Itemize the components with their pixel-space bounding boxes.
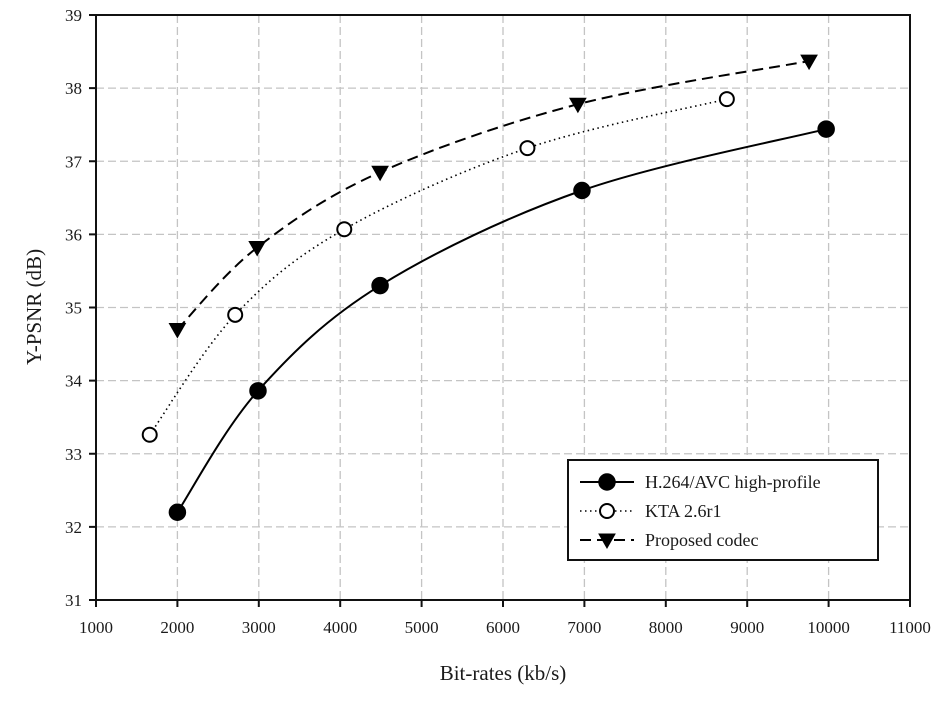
y-tick-label: 34 [65,372,83,391]
data-point-marker [718,91,735,108]
series-line [176,128,827,513]
series-line [149,98,728,436]
series-line [176,60,810,331]
legend-box [567,459,879,561]
x-axis-tick-labels: 1000 2000 3000 4000 5000 6000 7000 8000 9000 1000… [79,618,931,637]
data-point-marker [336,221,353,238]
x-tick-label: 9000 [730,618,764,637]
grid-lines [96,15,910,600]
x-tick-label: 4000 [323,618,357,637]
data-point-marker [519,140,536,157]
y-tick-label: 31 [65,591,82,610]
data-point-marker [371,165,389,182]
series-0 [168,120,835,521]
legend-marker [598,473,616,491]
data-point-marker [817,120,835,138]
data-point-marker [371,276,389,295]
data-point-marker [249,382,267,400]
legend: H.264/AVC high-profile KTA 2.6r1 Proposed … [567,459,879,561]
data-point-marker [168,322,187,339]
y-axis-tick-labels: 31 32 33 34 35 36 37 38 39 [65,6,83,610]
y-tick-label: 33 [65,445,82,464]
legend-label: H.264/AVC high-profile [645,472,821,492]
legend-item: KTA 2.6r1 [580,501,722,521]
legend-item: H.264/AVC high-profile [580,472,821,492]
axis-ticks [89,14,911,607]
series-2 [168,54,818,339]
data-point-marker [141,426,158,443]
legend-item: Proposed codec [580,530,758,550]
y-tick-label: 37 [65,152,83,171]
data-point-marker [569,97,587,114]
data-point-marker [800,54,818,71]
legend-marker [598,533,616,550]
x-tick-label: 1000 [79,618,113,637]
y-tick-label: 39 [65,6,82,25]
data-point-marker [248,241,267,257]
data-series [141,54,835,521]
legend-label: Proposed codec [645,530,758,550]
data-point-marker [227,306,244,323]
data-point-marker [573,181,591,200]
x-tick-label: 2000 [160,618,194,637]
legend-label: KTA 2.6r1 [645,501,722,521]
y-tick-label: 35 [65,299,82,318]
data-point-marker [168,503,187,521]
y-tick-label: 36 [65,225,82,244]
x-tick-label: 8000 [649,618,683,637]
legend-marker [599,503,615,519]
x-tick-label: 7000 [567,618,601,637]
series-1 [141,91,735,443]
x-tick-label: 3000 [242,618,276,637]
y-axis-title: Y-PSNR (dB) [22,249,46,365]
x-tick-label: 6000 [486,618,520,637]
x-tick-label: 11000 [889,618,931,637]
y-tick-label: 32 [65,518,82,537]
x-axis-title: Bit-rates (kb/s) [440,661,567,685]
y-tick-label: 38 [65,79,82,98]
x-tick-label: 5000 [405,618,439,637]
x-tick-label: 10000 [807,618,850,637]
